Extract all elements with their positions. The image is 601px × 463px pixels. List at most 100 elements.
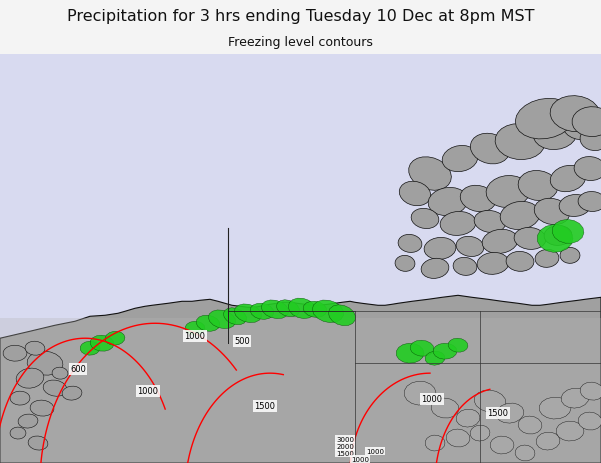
- Polygon shape: [470, 425, 490, 441]
- Polygon shape: [404, 382, 436, 405]
- Polygon shape: [426, 435, 445, 451]
- Polygon shape: [515, 445, 535, 461]
- Polygon shape: [26, 374, 135, 423]
- Polygon shape: [0, 296, 601, 463]
- Polygon shape: [536, 432, 560, 450]
- Polygon shape: [165, 413, 245, 449]
- Polygon shape: [399, 182, 431, 206]
- Polygon shape: [578, 192, 601, 212]
- Polygon shape: [288, 299, 316, 319]
- Text: 1500: 1500: [336, 450, 354, 456]
- Polygon shape: [111, 418, 200, 459]
- Polygon shape: [562, 113, 598, 140]
- Polygon shape: [328, 305, 355, 326]
- Polygon shape: [43, 380, 67, 396]
- Polygon shape: [18, 414, 38, 428]
- Polygon shape: [224, 308, 246, 325]
- Polygon shape: [409, 157, 451, 191]
- Text: 500: 500: [234, 337, 250, 345]
- Polygon shape: [196, 316, 220, 332]
- Text: 1000: 1000: [366, 448, 384, 454]
- Text: 2000: 2000: [336, 443, 354, 449]
- Text: Freezing level contours: Freezing level contours: [228, 36, 373, 49]
- Polygon shape: [460, 186, 496, 212]
- Polygon shape: [398, 235, 422, 253]
- Polygon shape: [313, 300, 343, 323]
- Polygon shape: [442, 146, 478, 172]
- Text: 1500: 1500: [487, 408, 508, 417]
- Polygon shape: [410, 340, 434, 357]
- Polygon shape: [448, 338, 468, 352]
- Polygon shape: [539, 397, 571, 419]
- Polygon shape: [411, 209, 439, 229]
- Polygon shape: [550, 166, 586, 192]
- Polygon shape: [141, 375, 220, 411]
- Polygon shape: [446, 429, 470, 447]
- Polygon shape: [518, 171, 558, 201]
- Polygon shape: [421, 259, 449, 279]
- Polygon shape: [580, 382, 601, 400]
- Polygon shape: [236, 391, 325, 432]
- Polygon shape: [431, 398, 459, 418]
- Polygon shape: [261, 300, 288, 319]
- Polygon shape: [50, 407, 150, 450]
- Text: 1000: 1000: [185, 332, 206, 340]
- Polygon shape: [495, 125, 545, 160]
- Polygon shape: [561, 388, 589, 408]
- Text: Precipitation for 3 hrs ending Tuesday 10 Dec at 8pm MST: Precipitation for 3 hrs ending Tuesday 1…: [67, 9, 534, 24]
- Polygon shape: [105, 332, 125, 345]
- Bar: [0, 319, 601, 463]
- Polygon shape: [30, 400, 54, 416]
- Polygon shape: [456, 409, 480, 427]
- Polygon shape: [180, 381, 280, 425]
- Polygon shape: [518, 416, 542, 434]
- Polygon shape: [424, 238, 456, 260]
- Polygon shape: [580, 127, 601, 151]
- Polygon shape: [496, 403, 524, 423]
- Text: 1500: 1500: [254, 401, 275, 410]
- Polygon shape: [578, 412, 601, 430]
- Text: 3000: 3000: [336, 436, 354, 442]
- Polygon shape: [544, 226, 572, 246]
- Polygon shape: [500, 202, 540, 230]
- Polygon shape: [456, 237, 484, 257]
- Polygon shape: [537, 225, 573, 253]
- Polygon shape: [482, 230, 518, 254]
- Polygon shape: [96, 387, 185, 429]
- Polygon shape: [559, 195, 591, 217]
- Polygon shape: [552, 220, 584, 244]
- Polygon shape: [474, 211, 506, 233]
- Text: 1000: 1000: [421, 394, 442, 403]
- Polygon shape: [25, 342, 45, 356]
- Polygon shape: [560, 248, 580, 264]
- Polygon shape: [209, 310, 236, 329]
- Polygon shape: [62, 386, 82, 400]
- Polygon shape: [486, 176, 530, 208]
- Polygon shape: [27, 351, 63, 375]
- Polygon shape: [395, 256, 415, 272]
- Polygon shape: [428, 188, 468, 216]
- Polygon shape: [474, 390, 506, 412]
- Polygon shape: [535, 250, 559, 268]
- Polygon shape: [515, 99, 575, 140]
- Polygon shape: [276, 300, 299, 317]
- Polygon shape: [572, 107, 601, 137]
- Polygon shape: [557, 421, 584, 441]
- Polygon shape: [90, 336, 114, 351]
- Polygon shape: [303, 301, 327, 318]
- Polygon shape: [453, 258, 477, 276]
- Polygon shape: [207, 419, 303, 463]
- Text: 1000: 1000: [351, 456, 369, 462]
- Polygon shape: [440, 212, 476, 236]
- Polygon shape: [433, 344, 457, 359]
- Polygon shape: [185, 322, 205, 336]
- Polygon shape: [234, 304, 261, 323]
- Polygon shape: [471, 134, 510, 164]
- Polygon shape: [506, 252, 534, 272]
- Polygon shape: [250, 304, 274, 320]
- Polygon shape: [28, 436, 48, 450]
- Polygon shape: [533, 119, 577, 150]
- Polygon shape: [52, 367, 68, 379]
- Polygon shape: [550, 96, 600, 132]
- Polygon shape: [574, 157, 601, 181]
